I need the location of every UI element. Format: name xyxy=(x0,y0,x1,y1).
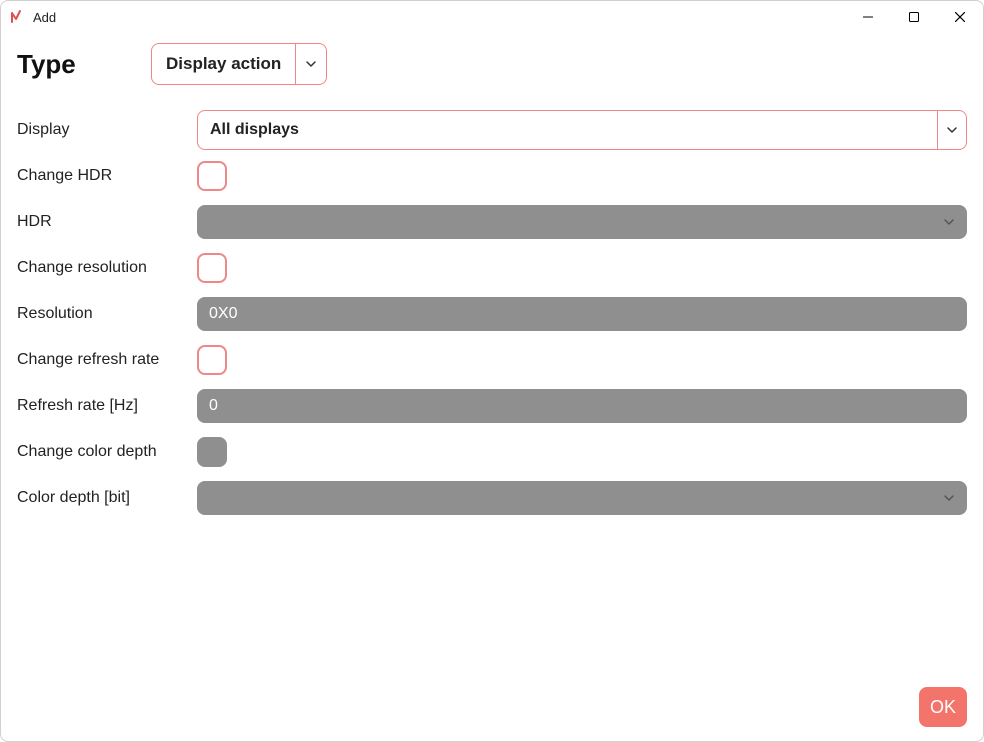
ok-button[interactable]: OK xyxy=(919,687,967,727)
titlebar: Add xyxy=(1,1,983,33)
type-heading: Type xyxy=(17,49,151,80)
change-resolution-checkbox[interactable] xyxy=(197,253,227,283)
chevron-down-icon xyxy=(938,111,966,149)
change-color-depth-label: Change color depth xyxy=(17,443,197,461)
hdr-row: HDR xyxy=(17,199,967,245)
display-select-value: All displays xyxy=(198,111,938,149)
minimize-button[interactable] xyxy=(845,1,891,33)
change-refresh-label: Change refresh rate xyxy=(17,351,197,369)
window-title: Add xyxy=(33,10,56,25)
close-button[interactable] xyxy=(937,1,983,33)
refresh-input: 0 xyxy=(197,389,967,423)
resolution-label: Resolution xyxy=(17,305,197,323)
chevron-down-icon xyxy=(296,44,326,84)
color-depth-label: Color depth [bit] xyxy=(17,489,197,507)
type-row: Type Display action xyxy=(17,43,967,85)
display-row: Display All displays xyxy=(17,107,967,153)
type-select-value: Display action xyxy=(152,44,296,84)
resolution-input: 0X0 xyxy=(197,297,967,331)
change-hdr-checkbox[interactable] xyxy=(197,161,227,191)
display-label: Display xyxy=(17,121,197,139)
content: Type Display action Display All displays… xyxy=(1,33,983,521)
hdr-select xyxy=(197,205,967,239)
refresh-label: Refresh rate [Hz] xyxy=(17,397,197,415)
maximize-button[interactable] xyxy=(891,1,937,33)
chevron-down-icon xyxy=(943,492,955,504)
resolution-value: 0X0 xyxy=(209,305,237,323)
resolution-row: Resolution 0X0 xyxy=(17,291,967,337)
change-hdr-label: Change HDR xyxy=(17,167,197,185)
color-depth-row: Color depth [bit] xyxy=(17,475,967,521)
app-icon xyxy=(11,9,27,25)
color-depth-select xyxy=(197,481,967,515)
ok-button-label: OK xyxy=(930,697,956,718)
refresh-row: Refresh rate [Hz] 0 xyxy=(17,383,967,429)
change-refresh-checkbox[interactable] xyxy=(197,345,227,375)
change-resolution-label: Change resolution xyxy=(17,259,197,277)
change-color-depth-checkbox xyxy=(197,437,227,467)
hdr-label: HDR xyxy=(17,213,197,231)
change-refresh-row: Change refresh rate xyxy=(17,337,967,383)
change-resolution-row: Change resolution xyxy=(17,245,967,291)
type-select[interactable]: Display action xyxy=(151,43,327,85)
display-select[interactable]: All displays xyxy=(197,110,967,150)
refresh-value: 0 xyxy=(209,397,218,415)
change-color-depth-row: Change color depth xyxy=(17,429,967,475)
change-hdr-row: Change HDR xyxy=(17,153,967,199)
chevron-down-icon xyxy=(943,216,955,228)
window-buttons xyxy=(845,1,983,33)
